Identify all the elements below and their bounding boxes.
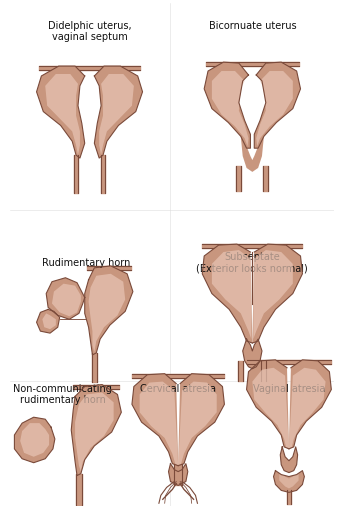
Polygon shape [46, 278, 85, 319]
Text: Cervical atresia: Cervical atresia [140, 384, 216, 393]
Polygon shape [42, 314, 56, 329]
Polygon shape [73, 385, 119, 388]
Polygon shape [94, 66, 143, 158]
Polygon shape [174, 464, 182, 486]
Polygon shape [14, 417, 55, 463]
Polygon shape [286, 490, 292, 504]
Polygon shape [212, 250, 251, 339]
Polygon shape [85, 266, 133, 355]
Polygon shape [247, 360, 331, 364]
Polygon shape [243, 339, 262, 369]
Polygon shape [212, 71, 248, 146]
Polygon shape [241, 136, 264, 172]
Polygon shape [274, 471, 304, 492]
Polygon shape [140, 382, 178, 466]
Polygon shape [247, 360, 289, 449]
Text: Non-communicating
rudimentary horn: Non-communicating rudimentary horn [13, 384, 112, 405]
Polygon shape [75, 392, 114, 472]
Polygon shape [237, 166, 241, 191]
Polygon shape [52, 284, 81, 316]
Polygon shape [253, 250, 293, 339]
Polygon shape [132, 374, 224, 378]
Polygon shape [238, 361, 243, 381]
Polygon shape [264, 166, 268, 191]
Text: Subseptate
(Exterior looks normal): Subseptate (Exterior looks normal) [196, 252, 308, 274]
Text: Rudimentary horn: Rudimentary horn [42, 258, 131, 268]
Polygon shape [71, 385, 121, 475]
Polygon shape [202, 244, 252, 343]
Polygon shape [178, 382, 217, 466]
Polygon shape [206, 62, 299, 66]
Polygon shape [36, 309, 60, 333]
Text: Vaginal atresia: Vaginal atresia [253, 384, 325, 393]
Polygon shape [74, 155, 79, 193]
Polygon shape [89, 274, 125, 352]
Polygon shape [132, 374, 178, 466]
Polygon shape [279, 472, 299, 489]
Text: Didelphic uterus,
vaginal septum: Didelphic uterus, vaginal septum [48, 20, 131, 42]
Polygon shape [45, 74, 80, 155]
Polygon shape [204, 62, 250, 148]
Polygon shape [39, 66, 140, 70]
Polygon shape [20, 423, 49, 457]
Polygon shape [254, 62, 301, 148]
Polygon shape [92, 353, 97, 382]
Polygon shape [256, 71, 293, 146]
Polygon shape [168, 464, 188, 486]
Polygon shape [280, 447, 298, 472]
Polygon shape [87, 266, 131, 270]
Text: Bicornuate uterus: Bicornuate uterus [209, 20, 296, 31]
Polygon shape [76, 473, 82, 505]
Polygon shape [289, 367, 326, 449]
Polygon shape [36, 66, 85, 158]
Polygon shape [262, 361, 266, 381]
Polygon shape [252, 367, 289, 449]
Polygon shape [202, 244, 302, 248]
Polygon shape [101, 155, 105, 193]
Polygon shape [99, 74, 134, 155]
Polygon shape [252, 244, 302, 343]
Polygon shape [178, 374, 224, 466]
Polygon shape [289, 360, 331, 449]
